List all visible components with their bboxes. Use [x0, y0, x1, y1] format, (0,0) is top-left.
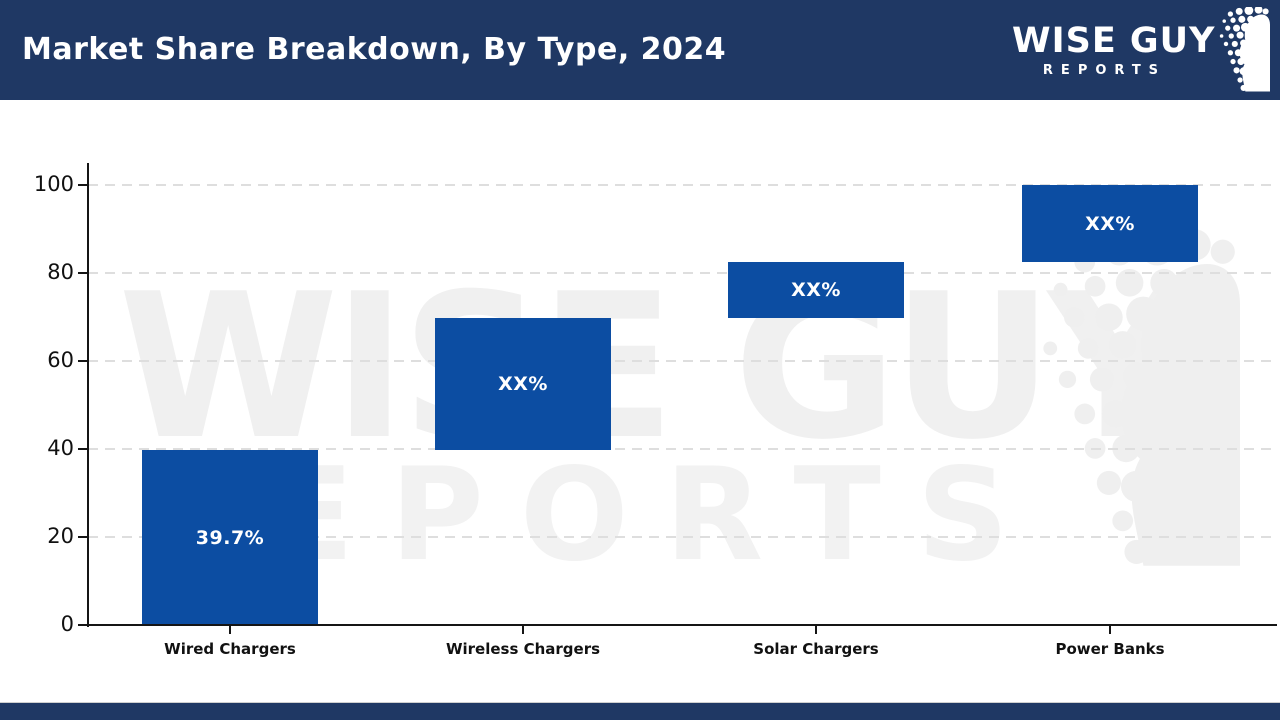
gridline-40 — [88, 448, 1277, 450]
bar-value-label: 39.7% — [195, 526, 265, 549]
bar-power-banks: XX% — [1022, 185, 1198, 262]
wise-guy-reports-logo: WISE GUY REPORTS — [1012, 0, 1274, 100]
x-tick-label-2: Solar Chargers — [753, 640, 879, 658]
gridline-100 — [88, 184, 1277, 186]
x-tick-mark-3 — [1109, 626, 1111, 634]
bar-solar-chargers: XX% — [728, 262, 904, 319]
x-tick-label-0: Wired Chargers — [164, 640, 296, 658]
y-tick-mark-100 — [78, 184, 87, 186]
y-tick-mark-0 — [78, 624, 87, 626]
bar-wireless-chargers: XX% — [435, 318, 611, 451]
watermark-text-line1: WISE GUY — [118, 251, 1193, 484]
footer-bar — [0, 702, 1280, 720]
logo-wise-guy-label: WISE GUY — [1012, 21, 1216, 61]
header-bar: Market Share Breakdown, By Type, 2024 WI… — [0, 0, 1280, 100]
x-tick-mark-0 — [229, 626, 231, 634]
x-tick-label-3: Power Banks — [1055, 640, 1165, 658]
y-tick-label-40: 40 — [47, 436, 74, 460]
bar-value-label: XX% — [1085, 212, 1135, 235]
logo-dotted-head-icon — [1182, 7, 1270, 95]
gridline-80 — [88, 272, 1277, 274]
logo-reports-label: REPORTS — [1042, 63, 1167, 78]
logo-text: WISE GUY REPORTS — [1012, 21, 1216, 79]
y-tick-mark-40 — [78, 448, 87, 450]
y-tick-label-60: 60 — [47, 348, 74, 372]
y-tick-mark-80 — [78, 272, 87, 274]
x-tick-mark-2 — [815, 626, 817, 634]
y-tick-label-20: 20 — [47, 524, 74, 548]
bar-value-label: XX% — [498, 373, 548, 396]
gridline-60 — [88, 360, 1277, 362]
x-axis-line — [87, 624, 1277, 626]
y-tick-label-100: 100 — [33, 172, 74, 196]
page-title: Market Share Breakdown, By Type, 2024 — [22, 32, 727, 67]
y-tick-mark-20 — [78, 536, 87, 538]
y-tick-mark-60 — [78, 360, 87, 362]
x-tick-label-1: Wireless Chargers — [445, 640, 601, 658]
bar-wired-chargers: 39.7% — [142, 450, 318, 625]
y-tick-label-80: 80 — [47, 260, 74, 284]
y-axis-line — [87, 163, 89, 627]
x-tick-mark-1 — [522, 626, 524, 634]
gridline-20 — [88, 536, 1277, 538]
y-tick-label-0: 0 — [60, 612, 74, 636]
bar-value-label: XX% — [791, 279, 841, 302]
